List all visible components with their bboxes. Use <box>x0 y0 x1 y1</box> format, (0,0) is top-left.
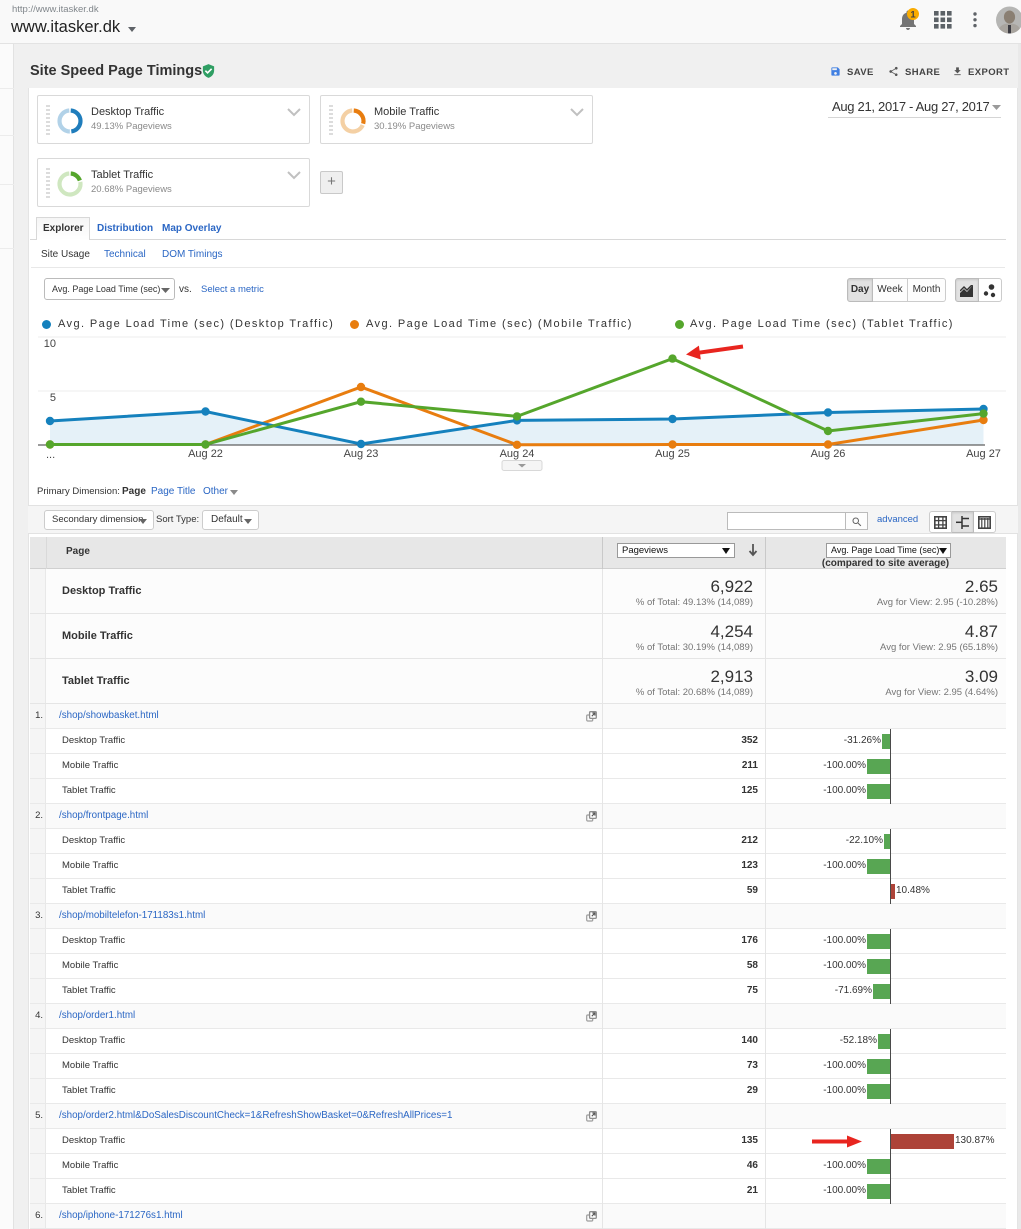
svg-text:5: 5 <box>50 392 56 404</box>
svg-text:...: ... <box>46 449 55 461</box>
svg-text:Aug 22: Aug 22 <box>188 448 223 460</box>
svg-text:Aug 26: Aug 26 <box>811 448 846 460</box>
svg-text:Aug 24: Aug 24 <box>500 448 535 460</box>
svg-text:1: 1 <box>910 10 916 21</box>
svg-text:10: 10 <box>44 338 56 350</box>
svg-text:Aug 27: Aug 27 <box>966 448 1001 460</box>
svg-text:Aug 23: Aug 23 <box>344 448 379 460</box>
svg-text:Aug 25: Aug 25 <box>655 448 690 460</box>
